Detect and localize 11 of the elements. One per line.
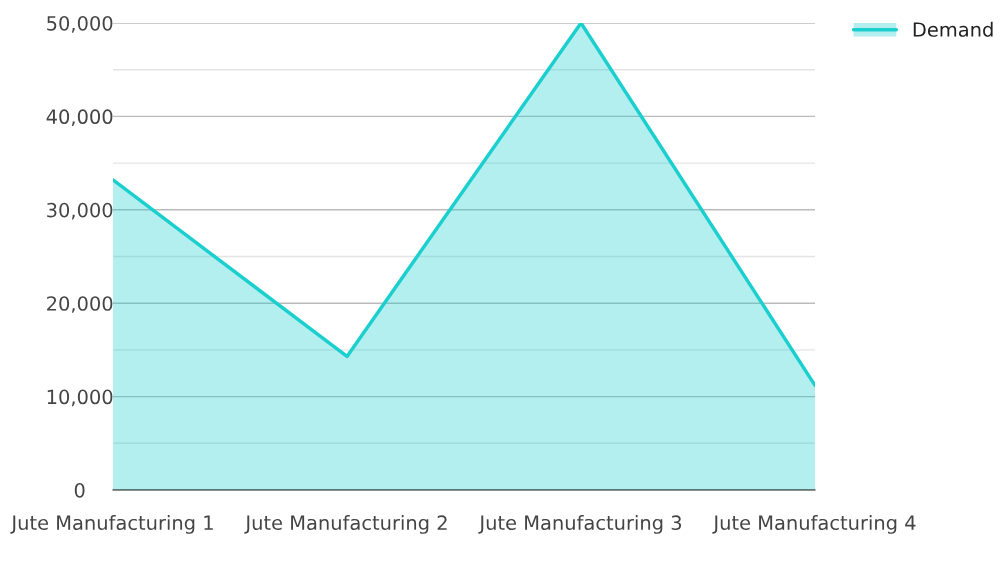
x-tick-label: Jute Manufacturing 4 (712, 515, 916, 534)
y-tick-label: 30,000 (47, 202, 113, 220)
y-tick-label: 40,000 (46, 109, 113, 127)
y-tick-label: 20,000 (47, 296, 113, 313)
y-tick-label: 10,000 (47, 389, 113, 407)
legend-label: Demand (913, 21, 993, 37)
x-tick-label: Jute Manufacturing 1 (10, 515, 213, 534)
x-tick-label: Jute Manufacturing 2 (244, 515, 447, 534)
y-tick-label: 50,000 (47, 15, 113, 33)
x-tick-label: Jute Manufacturing 3 (478, 515, 682, 534)
y-tick-label: 0 (74, 482, 85, 498)
